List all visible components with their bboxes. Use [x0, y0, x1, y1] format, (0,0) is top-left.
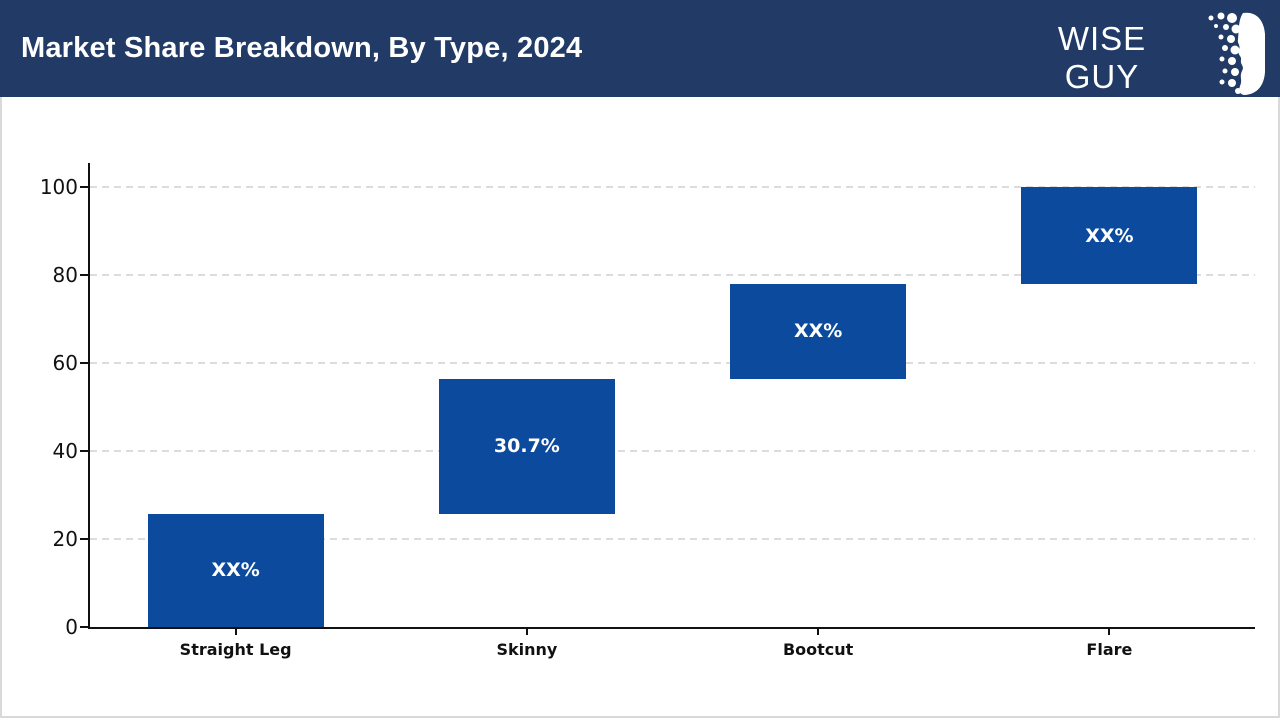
plot-area: 0 20 40 60 80 100 XX% Straight Leg 30.7% Skinny XX…: [40, 163, 1255, 659]
gridline-y60: [90, 362, 1255, 365]
y-axis-tick-mark: [80, 186, 88, 189]
gridline-y100: [90, 186, 1255, 189]
y-axis-tick-label: 0: [65, 615, 78, 639]
x-axis-tick-mark: [234, 627, 237, 635]
logo-head-icon: [1208, 12, 1265, 96]
logo-wordmark: WISE GUY: [1057, 20, 1147, 95]
y-axis-tick-mark: [80, 362, 88, 365]
y-axis-tick-mark: [80, 538, 88, 541]
gridline-y20: [90, 538, 1255, 541]
y-axis-tick-mark: [80, 450, 88, 453]
logo-text: WISE GUY REPORTS: [1016, 20, 1188, 113]
header-bar: Market Share Breakdown, By Type, 2024 WI…: [0, 0, 1280, 113]
logo-subtitle: REPORTS: [1042, 98, 1168, 113]
x-axis-tick-mark: [525, 627, 528, 635]
y-axis-tick-label: 40: [52, 439, 78, 464]
x-axis-tick-mark: [1108, 627, 1111, 635]
category-label-skinny: Skinny: [496, 640, 558, 659]
bar-bootcut: XX%: [730, 283, 907, 379]
y-axis-tick-label: 80: [52, 263, 78, 288]
category-label-flare: Flare: [1086, 640, 1133, 659]
y-axis-tick-mark: [80, 626, 88, 628]
bar-value-label: 30.7%: [493, 435, 560, 458]
y-axis-tick-label: 100: [39, 175, 78, 200]
bar-value-label: XX%: [211, 559, 260, 582]
bar-value-label: XX%: [1085, 224, 1134, 247]
bar-flare: XX%: [1021, 187, 1198, 284]
bar-skinny: 30.7%: [438, 378, 615, 514]
x-axis-tick-mark: [817, 627, 820, 635]
y-axis-tick-label: 20: [52, 527, 78, 552]
bar-straight-leg: XX%: [147, 513, 324, 627]
category-label-straight-leg: Straight Leg: [179, 640, 292, 659]
category-label-bootcut: Bootcut: [782, 640, 854, 659]
wise-guy-logo: WISE GUY REPORTS: [1016, 8, 1266, 113]
y-axis-tick-mark: [80, 274, 88, 277]
y-axis-tick-label: 60: [52, 351, 78, 376]
chart-title: Market Share Breakdown, By Type, 2024: [21, 32, 583, 64]
bar-value-label: XX%: [793, 320, 843, 343]
gridline-y80: [90, 274, 1255, 277]
gridline-y40: [90, 450, 1255, 453]
